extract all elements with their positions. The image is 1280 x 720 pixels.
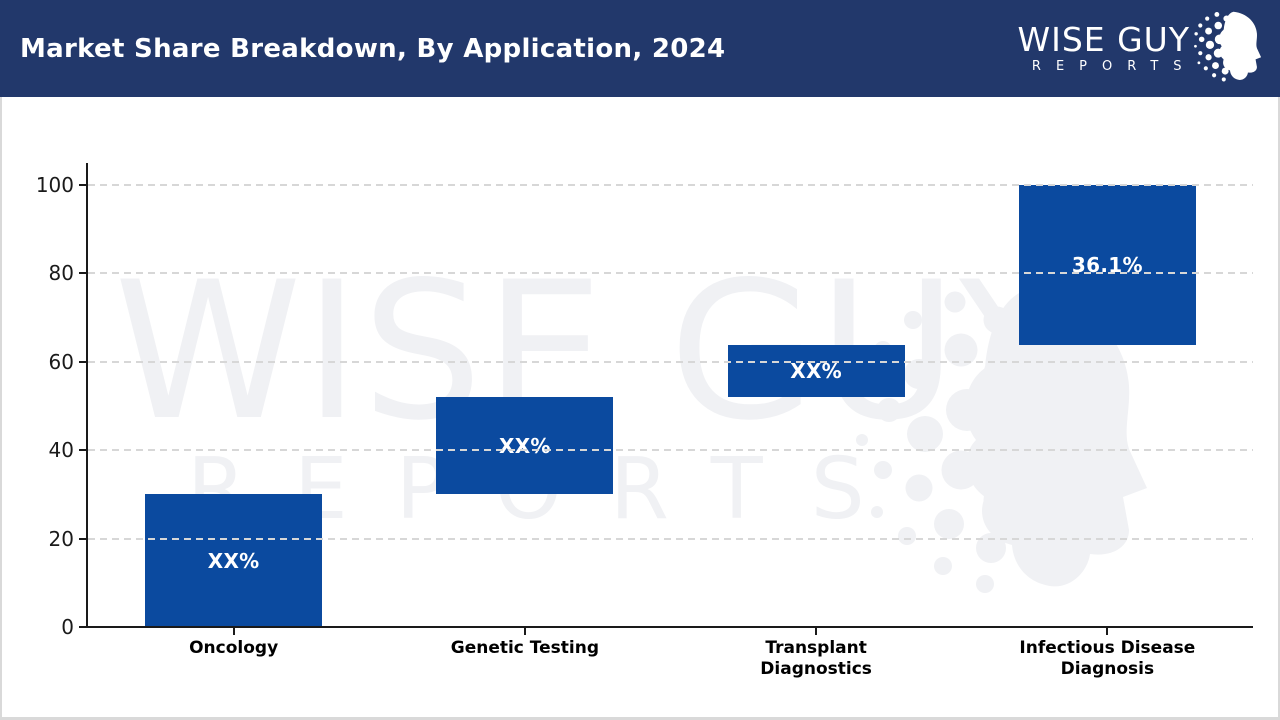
- y-tick-mark: [79, 272, 87, 275]
- y-tick-label: 0: [61, 615, 74, 639]
- logo-name-text: WISE GUY: [1017, 20, 1190, 59]
- bar-value-label: XX%: [207, 548, 260, 573]
- bar-2: XX%: [436, 397, 614, 495]
- x-tick-mark: [523, 628, 526, 635]
- bar-3: XX%: [727, 344, 905, 398]
- x-tick-mark: [815, 628, 818, 635]
- x-category-label: Genetic Testing: [450, 638, 600, 658]
- gridline-60: [88, 360, 1253, 363]
- y-tick-mark: [79, 184, 87, 186]
- y-tick-mark: [79, 360, 87, 363]
- y-tick-label: 20: [48, 526, 74, 551]
- gridline-100: [88, 184, 1253, 186]
- x-ticks: [88, 628, 1253, 635]
- plot-area: XX% XX% XX% 36.1%: [88, 184, 1253, 627]
- y-tick-label: 60: [48, 349, 74, 374]
- x-category-label: Transplant Diagnostics: [760, 638, 872, 680]
- bar-value-label: XX%: [790, 358, 842, 383]
- header-bar: Market Share Breakdown, By Application, …: [0, 0, 1280, 97]
- y-tick-mark: [79, 626, 87, 628]
- y-axis-labels: 0 20 40 60 80 100: [2, 173, 74, 639]
- gridline-40: [88, 449, 1253, 452]
- wiseguy-logo: WISE GUY REPORTS: [1017, 8, 1268, 90]
- bar-4: 36.1%: [1018, 185, 1196, 345]
- x-category-label: Infectious Disease Diagnosis: [1019, 638, 1196, 680]
- bar-value-label: XX%: [498, 433, 551, 458]
- watermark-face-icon: [856, 290, 1147, 593]
- logo-sub-text: REPORTS: [1031, 59, 1197, 74]
- y-tick-label: 100: [35, 173, 74, 197]
- x-tick-mark: [1106, 628, 1109, 635]
- y-tick-mark: [79, 537, 87, 540]
- x-axis-spine: [86, 626, 1253, 628]
- y-tick-mark: [79, 449, 87, 452]
- y-tick-label: 80: [48, 261, 74, 286]
- bar-1: XX%: [145, 494, 323, 627]
- y-axis-spine: [86, 163, 88, 627]
- y-tick-label: 40: [48, 438, 74, 463]
- x-tick-mark: [232, 628, 235, 635]
- wiseguy-face-icon: [1194, 11, 1262, 81]
- gridline-20: [88, 537, 1253, 540]
- x-category-label: Oncology: [189, 638, 279, 658]
- y-ticks: [79, 184, 87, 628]
- page-title: Market Share Breakdown, By Application, …: [20, 33, 726, 64]
- gridline-80: [88, 272, 1253, 275]
